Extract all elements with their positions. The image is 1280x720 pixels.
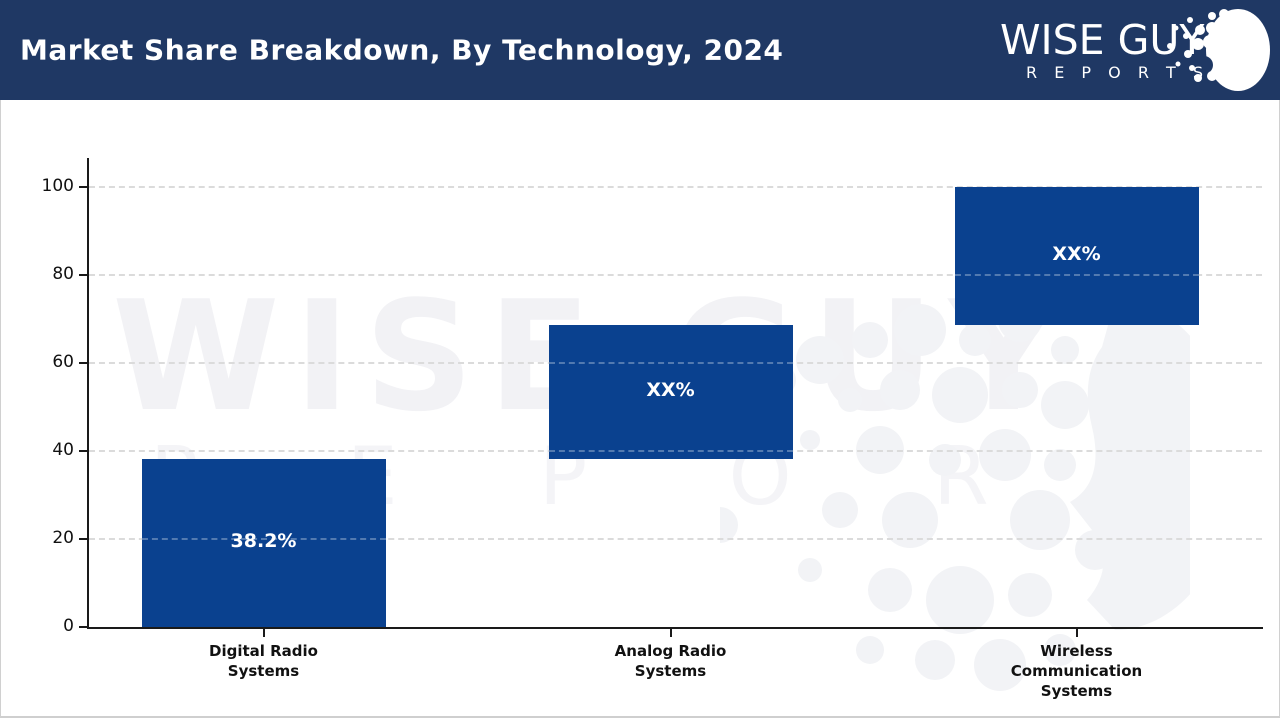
header-bar: Market Share Breakdown, By Technology, 2…: [0, 0, 1280, 100]
y-tick-mark: [79, 362, 87, 364]
gridline: [89, 538, 1262, 540]
gridline-over-bar: [141, 537, 386, 540]
y-tick-label: 20: [52, 528, 74, 548]
x-category-label: Wireless Communication Systems: [1010, 642, 1143, 700]
y-tick-mark: [79, 274, 87, 276]
x-category-label: Analog Radio Systems: [614, 642, 727, 680]
x-category-label: Digital Radio Systems: [209, 642, 318, 680]
y-tick-label: 100: [41, 176, 74, 196]
bar-value-label: XX%: [646, 379, 695, 402]
bar-analog-radio-systems: XX%: [548, 325, 793, 459]
bar-value-label: 38.2%: [230, 529, 297, 552]
logo-face-icon: [1167, 9, 1270, 91]
y-tick-mark: [79, 538, 87, 540]
x-tick-mark: [669, 629, 672, 637]
x-tick-mark: [1075, 629, 1078, 637]
gridline-over-bar: [548, 449, 793, 452]
gridline-over-bar: [954, 274, 1199, 276]
chart-title: Market Share Breakdown, By Technology, 2…: [20, 33, 784, 67]
wise-guy-reports-logo: WISE GUY R E P O R T S: [1000, 9, 1270, 91]
y-tick-label: 60: [52, 352, 74, 372]
logo-text-line1: WISE GUY: [1000, 16, 1205, 64]
bar-wireless-communication-systems: XX%: [954, 187, 1199, 326]
gridline: [89, 274, 1262, 276]
y-tick-label: 40: [52, 440, 74, 460]
bar-digital-radio-systems: 38.2%: [141, 458, 386, 627]
y-tick-mark: [79, 450, 87, 452]
gridline: [89, 186, 1262, 188]
y-tick-label: 80: [52, 264, 74, 284]
logo-text-line2: R E P O R T S: [1026, 63, 1209, 82]
y-tick-mark: [79, 626, 87, 628]
gridline-over-bar: [548, 361, 793, 364]
y-axis-spine: [87, 158, 89, 629]
x-tick-mark: [262, 629, 265, 637]
x-axis-spine: [87, 627, 1263, 629]
bar-value-label: XX%: [1052, 243, 1101, 266]
y-tick-mark: [79, 186, 87, 188]
y-tick-label: 0: [63, 616, 74, 636]
